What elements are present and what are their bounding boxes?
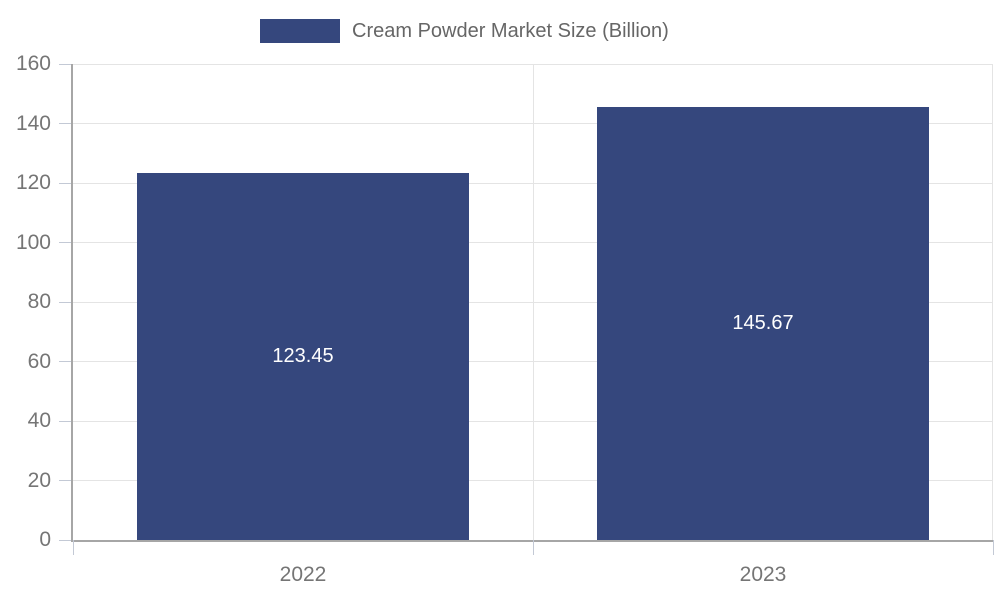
y-axis-tick: [59, 63, 71, 65]
x-category-label: 2023: [739, 563, 787, 586]
x-axis-tick: [532, 540, 534, 555]
x-axis-tick: [992, 540, 994, 555]
y-axis-tick: [59, 539, 71, 541]
bar-value-label: 123.45: [272, 344, 334, 367]
x-axis-line: [71, 540, 993, 542]
legend-swatch: [260, 19, 340, 43]
y-tick-label: 140: [15, 111, 51, 135]
legend-label: Cream Powder Market Size (Billion): [352, 20, 669, 42]
bar[interactable]: 123.45: [137, 172, 469, 540]
category-cell: 145.67: [533, 64, 993, 540]
y-tick-label: 100: [15, 230, 51, 254]
y-axis-line: [71, 64, 73, 540]
y-tick-label: 160: [15, 52, 51, 75]
bar[interactable]: 145.67: [597, 106, 929, 540]
y-tick-label: 80: [27, 290, 51, 313]
bar-value-label: 145.67: [732, 311, 794, 334]
x-category-label: 2022: [279, 563, 327, 586]
plot-right-border: [992, 64, 993, 540]
bars-layer: 123.45 145.67: [73, 64, 993, 540]
y-tick-label: 40: [27, 409, 51, 432]
legend[interactable]: Cream Powder Market Size (Billion): [260, 19, 669, 43]
y-tick-label: 60: [27, 349, 51, 373]
y-axis-tick: [59, 420, 71, 422]
plot-area: 123.45 145.67: [71, 64, 993, 542]
y-axis-tick: [59, 301, 71, 303]
y-axis-tick: [59, 182, 71, 184]
y-axis-tick: [59, 242, 71, 243]
y-tick-label: 120: [15, 171, 51, 194]
y-axis-tick: [59, 123, 71, 124]
category-cell: 123.45: [73, 64, 533, 540]
y-tick-label: 20: [27, 468, 51, 492]
y-axis-tick: [59, 361, 71, 362]
y-tick-label: 0: [39, 528, 51, 551]
gridline-vertical: [532, 64, 534, 540]
y-axis-tick: [59, 480, 71, 481]
x-axis-tick: [72, 540, 74, 555]
